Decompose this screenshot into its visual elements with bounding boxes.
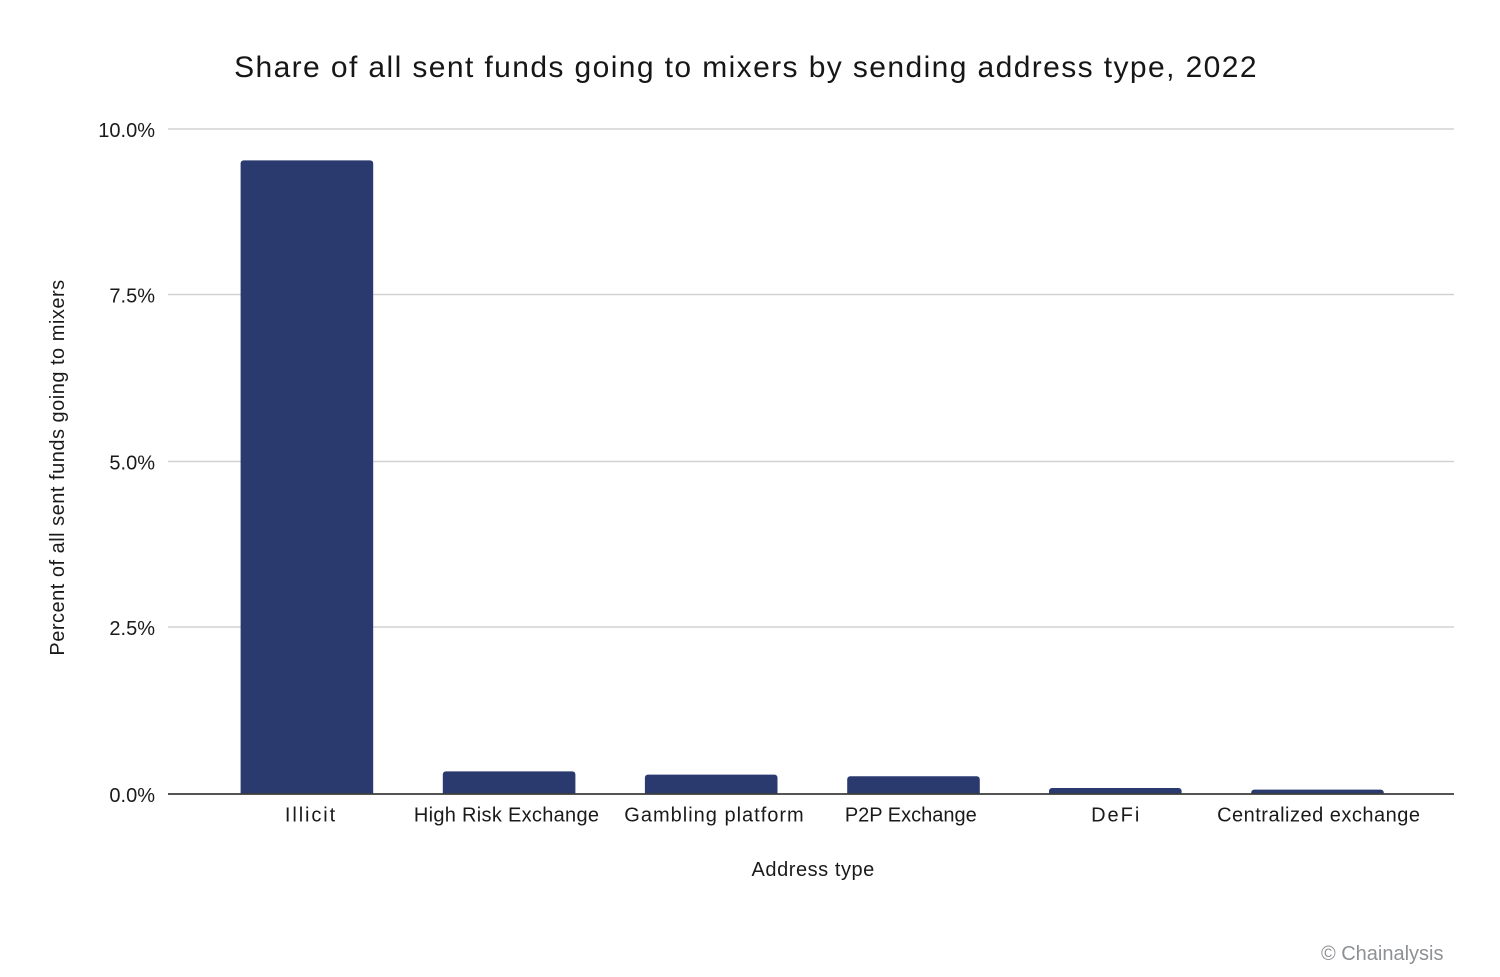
svg-text:DeFi: DeFi	[1091, 805, 1141, 827]
svg-text:5.0%: 5.0%	[109, 453, 155, 475]
svg-text:Share of all sent funds going: Share of all sent funds going to mixers …	[234, 51, 1258, 84]
svg-text:Percent of all sent funds goin: Percent of all sent funds going to mixer…	[47, 279, 69, 655]
svg-text:7.5%: 7.5%	[109, 286, 155, 308]
svg-text:Address type: Address type	[752, 859, 875, 881]
svg-text:0.0%: 0.0%	[109, 785, 155, 807]
svg-text:10.0%: 10.0%	[98, 120, 155, 142]
svg-text:© Chainalysis: © Chainalysis	[1321, 943, 1444, 965]
svg-text:Gambling platform: Gambling platform	[624, 805, 804, 827]
svg-text:Centralized exchange: Centralized exchange	[1217, 805, 1420, 827]
svg-text:2.5%: 2.5%	[109, 618, 155, 640]
svg-text:High Risk Exchange: High Risk Exchange	[414, 805, 600, 827]
svg-text:Illicit: Illicit	[285, 805, 337, 827]
svg-text:P2P Exchange: P2P Exchange	[845, 805, 977, 827]
